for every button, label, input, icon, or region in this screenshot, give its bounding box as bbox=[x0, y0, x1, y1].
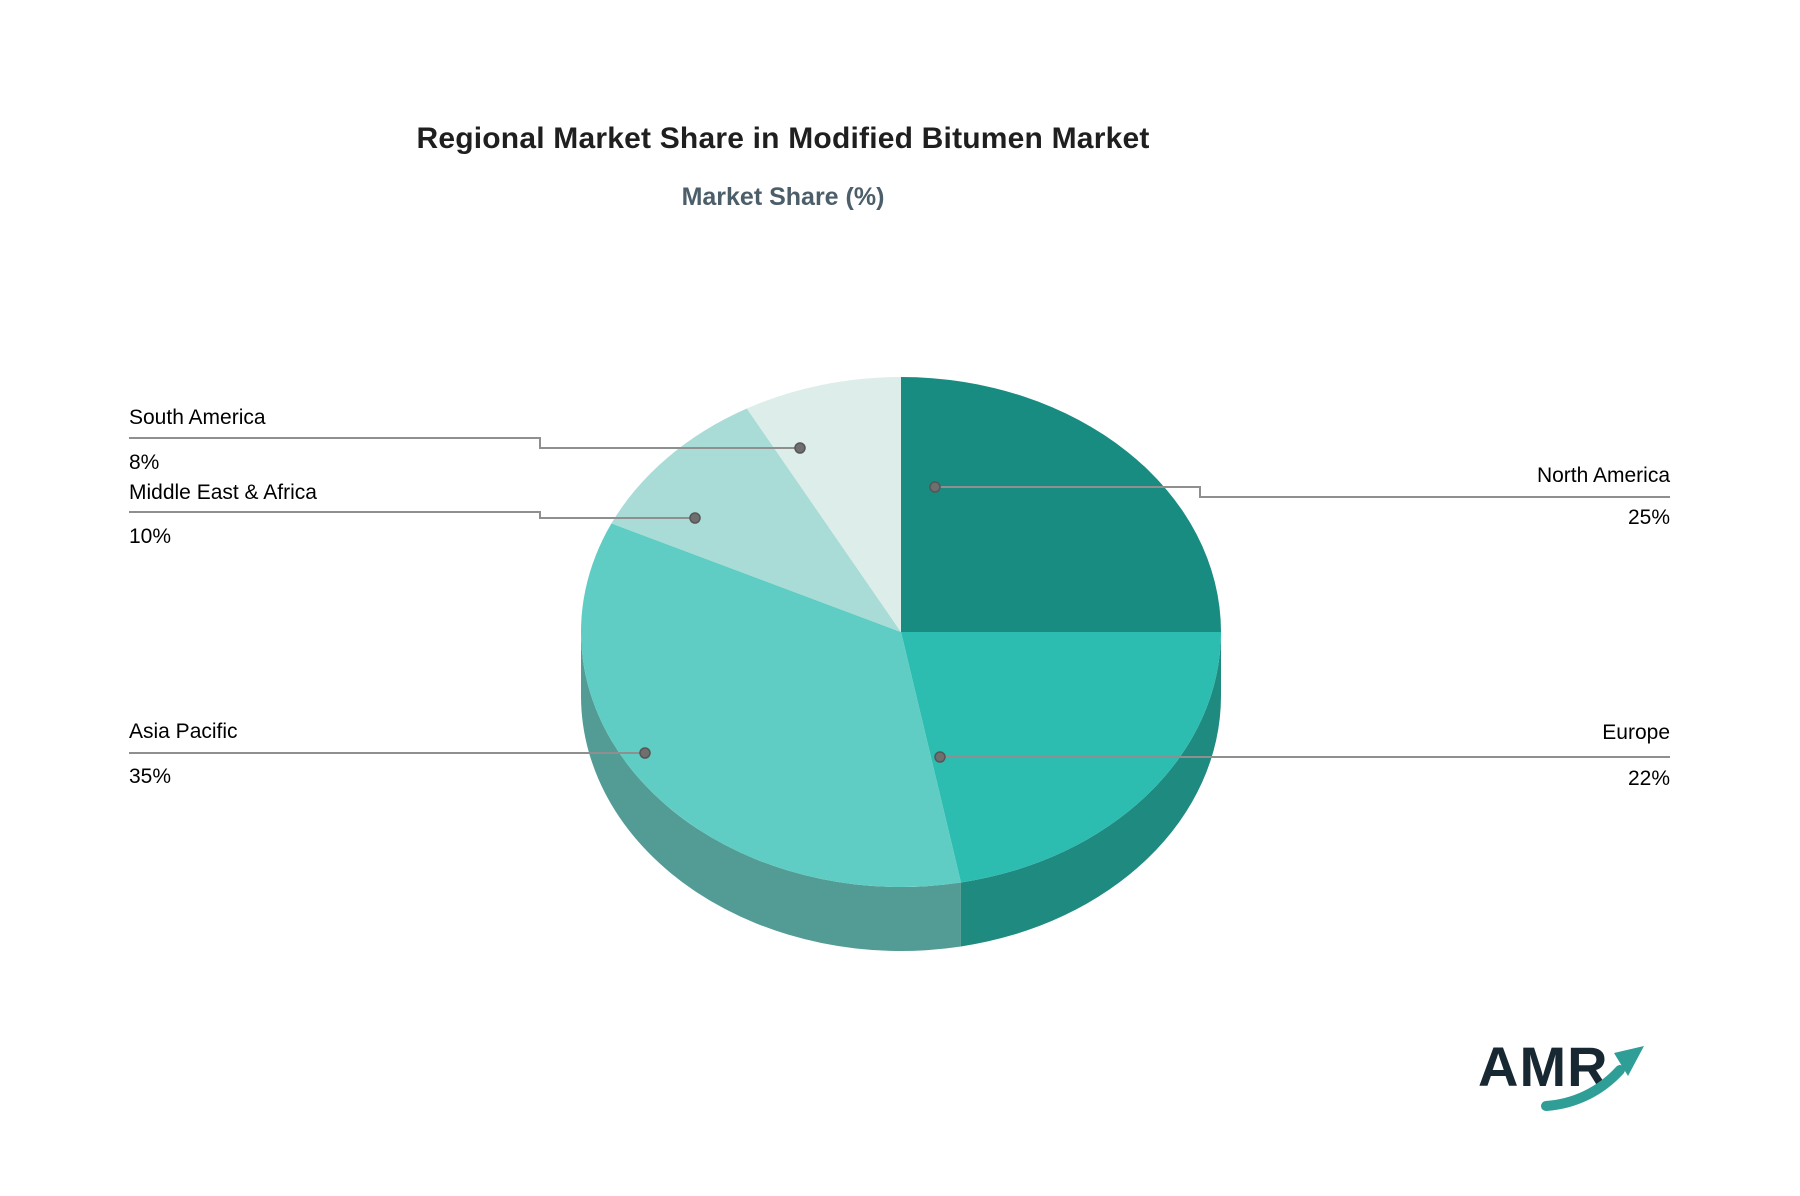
value-asia-pacific: 35% bbox=[129, 765, 172, 788]
label-north-america: North America bbox=[1536, 464, 1670, 487]
dot-north-america bbox=[929, 481, 941, 493]
leader-south-america bbox=[129, 437, 800, 449]
dot-middle-east-africa bbox=[689, 512, 701, 524]
pie-slice-middle-east-africa[interactable] bbox=[611, 408, 901, 632]
leader-north-america bbox=[935, 486, 1670, 498]
value-middle-east-africa: 10% bbox=[129, 525, 172, 548]
dot-south-america bbox=[794, 442, 806, 454]
label-asia-pacific: Asia Pacific bbox=[129, 720, 238, 743]
value-south-america: 8% bbox=[129, 451, 160, 474]
pie-3d bbox=[580, 377, 1221, 951]
pie-side-europe bbox=[960, 632, 1221, 947]
dot-asia-pacific bbox=[639, 747, 651, 759]
pie-side-asia-pacific bbox=[581, 632, 961, 951]
label-middle-east-africa: Middle East & Africa bbox=[129, 481, 317, 504]
chart-subtitle: Market Share (%) bbox=[681, 183, 885, 211]
value-north-america: 25% bbox=[1627, 506, 1670, 529]
value-europe: 22% bbox=[1627, 767, 1670, 790]
pie-slice-south-america[interactable] bbox=[746, 377, 901, 632]
growth-arrow-icon bbox=[1541, 1046, 1644, 1111]
dot-europe bbox=[934, 751, 946, 763]
pie-slice-north-america[interactable] bbox=[901, 377, 1221, 632]
pie-slice-asia-pacific[interactable] bbox=[580, 523, 961, 888]
label-south-america: South America bbox=[129, 406, 266, 429]
label-europe: Europe bbox=[1602, 721, 1670, 744]
leader-lines bbox=[129, 437, 1670, 758]
leader-dots bbox=[639, 442, 946, 763]
leader-middle-east-africa bbox=[129, 511, 695, 519]
amr-logo-text: AMR bbox=[1478, 1035, 1609, 1098]
chart-title: Regional Market Share in Modified Bitume… bbox=[416, 122, 1150, 155]
amr-logo: AMR bbox=[1478, 1034, 1678, 1124]
